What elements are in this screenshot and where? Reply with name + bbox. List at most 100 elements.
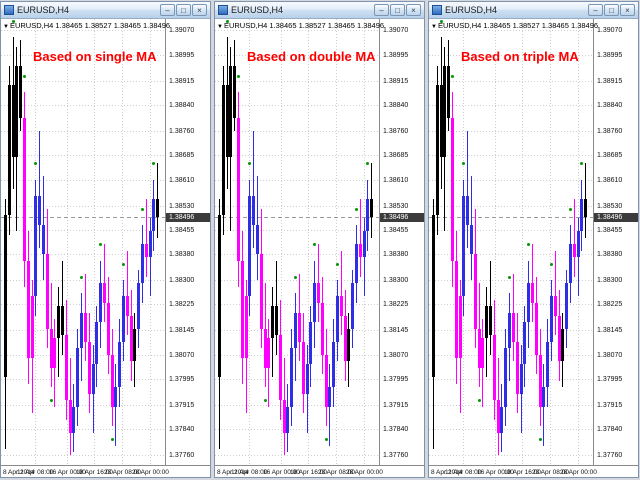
grid-line-horizontal	[429, 355, 593, 356]
price-axis-label: 1.38685	[383, 152, 409, 159]
candle-body	[271, 306, 275, 339]
ma-signal-dot	[99, 243, 103, 247]
time-axis-label: 8 Apr 2014	[217, 469, 249, 476]
grid-line-vertical	[550, 19, 551, 465]
time-axis-label: 28 Apr 00:00	[132, 469, 169, 476]
candle-body	[320, 302, 324, 355]
price-axis-label: 1.38455	[169, 227, 195, 234]
restore-button[interactable]: □	[604, 4, 619, 16]
window-title: EURUSD,H4	[17, 5, 70, 15]
price-axis-label: 1.38760	[383, 128, 409, 135]
time-axis-label: 11 Apr 08:00	[445, 469, 482, 476]
grid-line-horizontal	[429, 155, 593, 156]
candle-body	[432, 215, 435, 378]
price-axis-label: 1.38145	[597, 327, 623, 334]
chart-ohlc-header: ▼EURUSD,H4 1.38465 1.38527 1.38465 1.384…	[3, 21, 170, 30]
chart-ohlc-header: ▼EURUSD,H4 1.38465 1.38527 1.38465 1.384…	[431, 21, 598, 30]
time-axis[interactable]: 8 Apr 2014 11 Apr 08:00 16 Apr 00:00 18 Apr…	[429, 465, 638, 477]
chart-dropdown-icon: ▼	[217, 24, 223, 30]
grid-line-horizontal	[1, 30, 165, 31]
ma-signal-dot	[121, 262, 125, 266]
ma-signal-dot	[152, 162, 156, 166]
price-axis-label: 1.38530	[169, 203, 195, 210]
candle-body	[49, 328, 53, 368]
close-button[interactable]: ×	[620, 4, 635, 16]
candle-wick	[149, 218, 151, 297]
candle-body	[11, 85, 15, 157]
bid-price-line	[215, 217, 379, 218]
candle-body	[4, 215, 7, 378]
grid-line-horizontal	[215, 105, 379, 106]
chart-window-double-ma: EURUSD,H4 – □ × 1.39070 1.38995 1.38915 1.3…	[214, 1, 425, 478]
window-controls: – □ ×	[374, 4, 421, 16]
candlestick-plot[interactable]	[429, 19, 593, 465]
time-axis[interactable]: 8 Apr 2014 11 Apr 08:00 16 Apr 00:00 18 Apr…	[1, 465, 210, 477]
price-axis-label: 1.38840	[597, 102, 623, 109]
price-axis-label: 1.38995	[169, 52, 195, 59]
candle-body	[91, 364, 95, 394]
ohlc-text: EURUSD,H4 1.38465 1.38527 1.38465 1.3849…	[9, 21, 171, 30]
candle-body	[7, 85, 11, 216]
grid-line-horizontal	[429, 131, 593, 132]
candlestick-plot[interactable]	[215, 19, 379, 465]
candle-body	[568, 244, 572, 284]
price-axis-label: 1.38145	[383, 327, 409, 334]
chart-area[interactable]: 1.39070 1.38995 1.38915 1.38840 1.38760 1.386…	[429, 19, 638, 477]
candle-body	[584, 199, 588, 217]
minimize-button[interactable]: –	[374, 4, 389, 16]
price-axis-label: 1.37760	[169, 452, 195, 459]
time-axis[interactable]: 8 Apr 2014 11 Apr 08:00 16 Apr 00:00 18 Apr…	[215, 465, 424, 477]
grid-line-horizontal	[215, 180, 379, 181]
candle-body	[137, 283, 141, 329]
window-titlebar[interactable]: EURUSD,H4 – □ ×	[429, 2, 638, 19]
price-axis-label: 1.37915	[383, 402, 409, 409]
candle-body	[351, 283, 355, 329]
price-axis-label: 1.38610	[169, 177, 195, 184]
window-titlebar[interactable]: EURUSD,H4 – □ ×	[215, 2, 424, 19]
ma-signal-dot	[527, 243, 531, 247]
candlestick-plot[interactable]	[1, 19, 165, 465]
ma-signal-dot	[508, 275, 512, 279]
restore-button[interactable]: □	[390, 4, 405, 16]
candle-body	[466, 195, 470, 225]
price-axis-label: 1.38225	[169, 301, 195, 308]
price-axis[interactable]: 1.39070 1.38995 1.38915 1.38840 1.38760 1.386…	[593, 19, 638, 465]
chart-annotation: Based on triple MA	[461, 49, 579, 64]
price-axis-label: 1.37995	[169, 376, 195, 383]
chart-annotation: Based on single MA	[33, 49, 157, 64]
restore-button[interactable]: □	[176, 4, 191, 16]
window-titlebar[interactable]: EURUSD,H4 – □ ×	[1, 2, 210, 19]
grid-line-vertical	[281, 19, 282, 465]
candle-body	[504, 348, 508, 407]
price-axis[interactable]: 1.39070 1.38995 1.38915 1.38840 1.38760 1.386…	[165, 19, 210, 465]
price-axis-label: 1.39070	[169, 27, 195, 34]
grid-line-horizontal	[1, 206, 165, 207]
grid-line-horizontal	[429, 254, 593, 255]
candle-body	[263, 328, 267, 368]
candle-body	[286, 406, 290, 433]
candle-body	[508, 312, 512, 349]
price-axis[interactable]: 1.39070 1.38995 1.38915 1.38840 1.38760 1.386…	[379, 19, 424, 465]
grid-line-horizontal	[429, 455, 593, 456]
price-axis-label: 1.38300	[597, 277, 623, 284]
candle-body	[294, 312, 298, 349]
minimize-button[interactable]: –	[588, 4, 603, 16]
candle-body	[76, 348, 80, 407]
price-axis-label: 1.38915	[383, 78, 409, 85]
candle-body	[244, 296, 248, 358]
ma-signal-dot	[34, 162, 38, 166]
chart-area[interactable]: 1.39070 1.38995 1.38915 1.38840 1.38760 1.386…	[215, 19, 424, 477]
price-axis-label: 1.37840	[169, 426, 195, 433]
minimize-button[interactable]: –	[160, 4, 175, 16]
grid-line-horizontal	[215, 355, 379, 356]
ma-signal-dot	[11, 19, 15, 23]
grid-line-horizontal	[215, 81, 379, 82]
close-button[interactable]: ×	[192, 4, 207, 16]
grid-line-horizontal	[215, 280, 379, 281]
candle-wick	[253, 130, 255, 248]
close-button[interactable]: ×	[406, 4, 421, 16]
time-axis-label: 16 Apr 00:00	[477, 469, 514, 476]
candle-body	[580, 199, 584, 232]
candle-wick	[573, 199, 575, 277]
chart-area[interactable]: 1.39070 1.38995 1.38915 1.38840 1.38760 1.386…	[1, 19, 210, 477]
